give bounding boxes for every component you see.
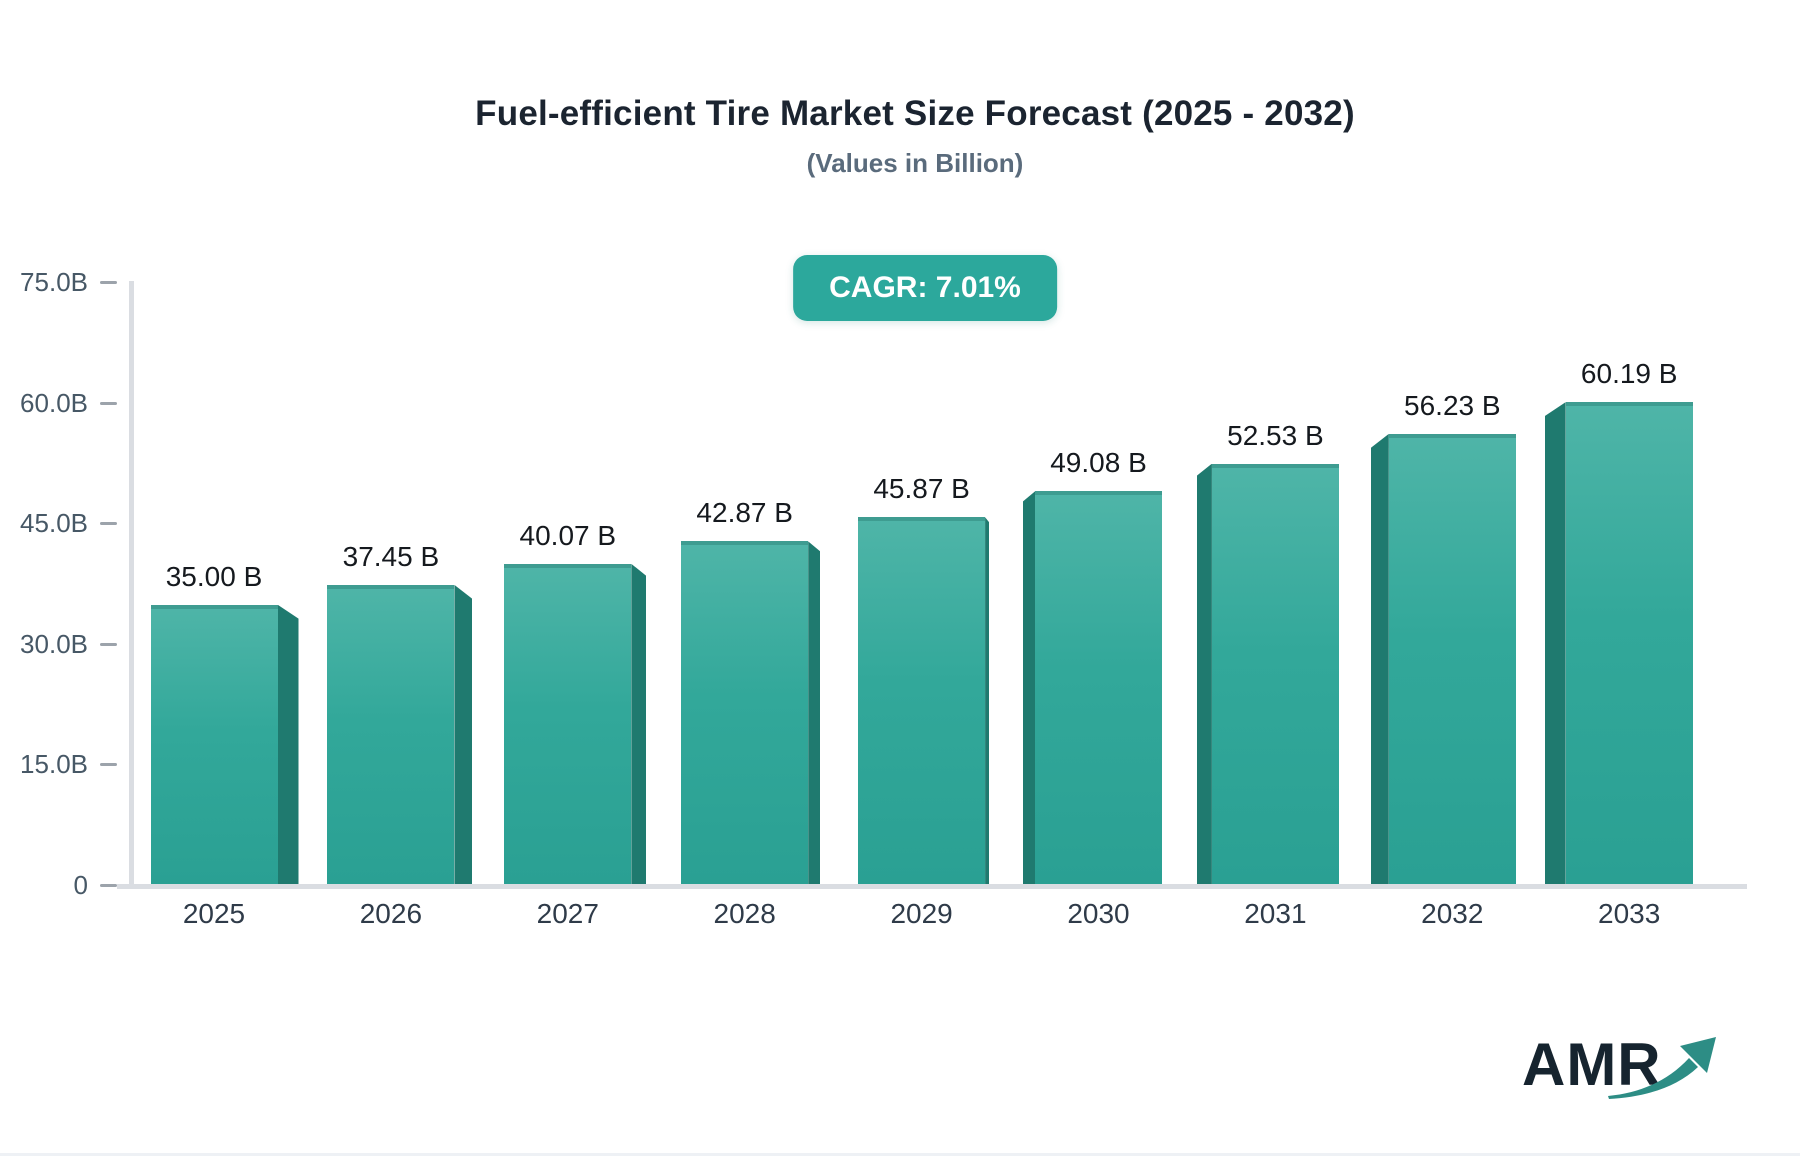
y-tick-mark <box>100 763 117 767</box>
x-axis-label: 2027 <box>536 898 599 929</box>
chart-title: Fuel-efficient Tire Market Size Forecast… <box>475 94 1355 133</box>
x-axis-label: 2026 <box>359 898 423 929</box>
bar-2029 <box>858 517 990 886</box>
bar-side-shadow <box>808 541 821 886</box>
bar-face <box>858 517 986 886</box>
x-axis-label: 2029 <box>890 898 953 929</box>
chart-subtitle: (Values in Billion) <box>806 148 1024 178</box>
x-axis-label: 2033 <box>1598 898 1661 929</box>
x-axis-line <box>117 884 1747 889</box>
bar-side-shadow <box>454 584 473 886</box>
bar-face <box>504 563 632 886</box>
bar-side-shadow <box>631 563 647 886</box>
bar-face <box>1565 402 1693 886</box>
bar-face <box>1035 491 1162 886</box>
bar-value-label: 52.53 B <box>1227 419 1324 451</box>
y-tick-mark <box>100 884 117 887</box>
bar-face <box>150 604 278 886</box>
bar-value-label: 49.08 B <box>1050 447 1147 479</box>
bar-2032 <box>1370 433 1516 886</box>
y-tick-mark <box>100 642 117 646</box>
bar-value-label: 40.07 B <box>519 519 617 551</box>
x-axis-label: 2032 <box>1421 898 1484 929</box>
x-axis-label: 2030 <box>1067 898 1130 929</box>
y-tick-mark <box>100 522 117 526</box>
bar-side-shadow <box>1544 402 1566 886</box>
y-tick-label: 0 <box>73 870 88 900</box>
x-axis-label: 2025 <box>182 898 246 929</box>
bar-face <box>1211 463 1339 886</box>
y-tick-label: 60.0B <box>20 387 88 418</box>
bar-side-shadow <box>1370 433 1389 886</box>
bar-face <box>1388 433 1516 886</box>
bar-side-shadow <box>1023 491 1035 886</box>
bar-value-label: 56.23 B <box>1404 389 1501 421</box>
x-axis-label: 2028 <box>713 898 776 929</box>
y-tick-label: 30.0B <box>20 628 88 659</box>
bar-2030 <box>1023 491 1162 886</box>
bar-value-label: 35.00 B <box>165 560 263 592</box>
amr-logo: AMR <box>1522 1030 1722 1114</box>
cagr-badge: CAGR: 7.01% <box>793 255 1057 321</box>
x-axis-label: 2031 <box>1244 898 1307 929</box>
bar-side-shadow <box>1196 463 1212 886</box>
bar-value-label: 45.87 B <box>873 473 970 505</box>
bar-value-label: 60.19 B <box>1580 358 1678 390</box>
y-tick-label: 15.0B <box>20 749 88 780</box>
bar-value-label: 42.87 B <box>696 497 793 529</box>
bar-2028 <box>681 541 821 886</box>
bar-2033 <box>1544 402 1693 886</box>
y-axis-line <box>129 281 134 889</box>
bar-face <box>327 584 455 886</box>
bar-2031 <box>1196 463 1339 886</box>
y-tick-label: 45.0B <box>20 508 88 539</box>
y-tick-label: 75.0B <box>20 267 88 297</box>
y-tick-mark <box>100 401 117 405</box>
bar-face <box>681 541 809 886</box>
bar-2026 <box>327 584 473 886</box>
bar-side-shadow <box>277 604 299 886</box>
growth-arrow-icon <box>1608 1037 1716 1099</box>
bar-value-label: 37.45 B <box>342 540 440 572</box>
bar-2027 <box>504 563 647 886</box>
y-tick-mark <box>100 281 117 284</box>
bar-side-shadow <box>985 517 990 886</box>
amr-logo-text: AMR <box>1522 1031 1662 1098</box>
bar-2025 <box>150 604 299 886</box>
